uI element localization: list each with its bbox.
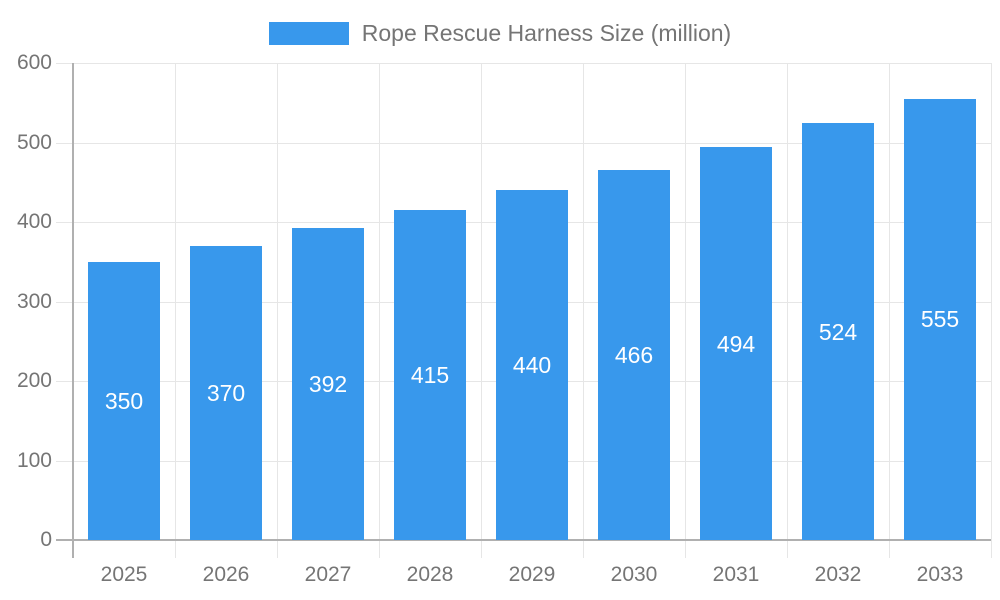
bar[interactable]	[904, 98, 976, 540]
y-axis-tick-label: 600	[16, 51, 52, 74]
bar-value-label: 555	[920, 306, 960, 333]
y-axis-tick-label: 300	[16, 289, 52, 313]
y-axis-tick-label: 400	[16, 210, 52, 233]
bar[interactable]	[292, 228, 364, 540]
bar[interactable]	[598, 169, 670, 540]
y-axis-line	[72, 63, 74, 558]
bar-value-label: 350	[104, 387, 144, 414]
x-gridline	[889, 63, 890, 558]
x-gridline	[991, 63, 992, 558]
x-gridline	[379, 63, 380, 558]
legend-swatch	[268, 21, 349, 45]
x-axis-tick-label: 2026	[202, 563, 250, 586]
x-gridline	[583, 63, 584, 558]
legend[interactable]: Rope Rescue Harness Size (million)	[0, 18, 1000, 48]
bar-value-label: 524	[818, 318, 858, 345]
x-axis-tick-label: 2033	[916, 563, 964, 586]
y-axis-tick-label: 200	[16, 369, 52, 392]
bar[interactable]	[802, 123, 874, 540]
x-axis-tick-label: 2032	[814, 563, 862, 586]
x-axis-line	[56, 539, 991, 541]
x-axis-tick-label: 2031	[712, 563, 760, 586]
y-gridline	[56, 142, 991, 144]
bar[interactable]	[496, 190, 568, 540]
x-axis-tick-label: 2028	[406, 563, 454, 586]
legend-label: Rope Rescue Harness Size (million)	[361, 19, 732, 46]
x-axis-tick-label: 2025	[100, 563, 148, 586]
bar[interactable]	[700, 147, 772, 540]
x-gridline	[685, 63, 686, 558]
y-gridline	[56, 63, 991, 64]
bar-value-label: 415	[410, 362, 450, 388]
y-axis-tick-label: 0	[40, 528, 52, 551]
bar-value-label: 370	[206, 379, 246, 406]
bar-value-label: 440	[512, 352, 552, 379]
x-gridline	[277, 63, 278, 558]
x-gridline	[787, 63, 788, 558]
bar[interactable]	[88, 261, 160, 541]
bar[interactable]	[394, 210, 466, 540]
x-axis-tick-label: 2027	[304, 563, 352, 586]
x-gridline	[175, 63, 176, 558]
bar-value-label: 494	[716, 330, 756, 357]
bar-value-label: 466	[614, 341, 654, 368]
bar-value-label: 392	[308, 371, 348, 398]
x-axis-tick-label: 2030	[610, 563, 658, 586]
y-axis-tick-label: 100	[16, 448, 52, 472]
y-axis-tick-label: 500	[16, 130, 52, 154]
x-gridline	[481, 63, 482, 558]
x-axis-tick-label: 2029	[508, 563, 556, 586]
bar[interactable]	[190, 245, 262, 540]
